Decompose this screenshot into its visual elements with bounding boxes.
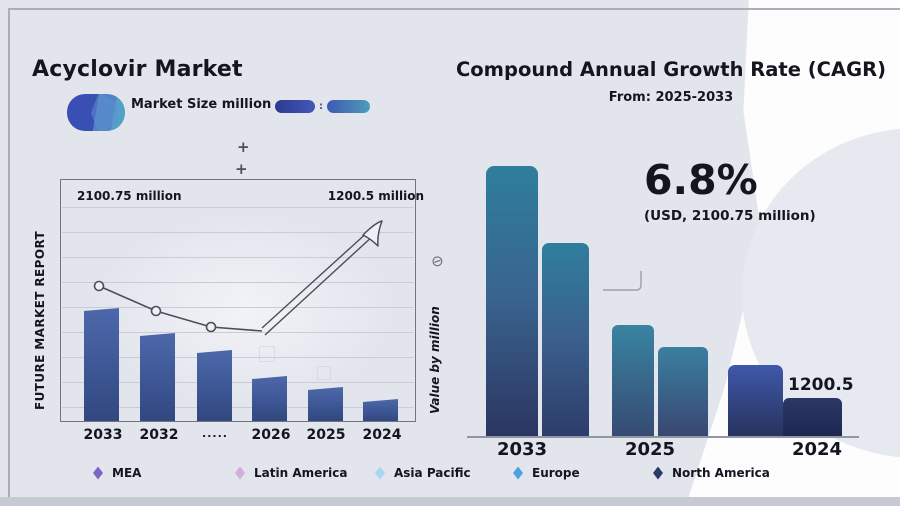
cagr-bar-2033-a <box>486 166 538 437</box>
diamond-marker-icon <box>375 466 385 480</box>
x-label-2026: 2026 <box>251 427 291 443</box>
cagr-caption: (USD, 2100.75 million) <box>644 208 816 224</box>
bar-2026 <box>252 376 287 421</box>
market-size-chart: 2100.75 million 1200.5 million <box>60 179 424 422</box>
x-label-2025: 2025 <box>306 427 346 443</box>
cagr-bar-2024-b <box>783 398 842 437</box>
cagr-bar-2024-a <box>728 365 783 437</box>
y-axis-label: Value by million <box>428 306 442 414</box>
bar-2033 <box>84 308 119 421</box>
cagr-title: Compound Annual Growth Rate (CAGR) <box>455 58 887 81</box>
watermark-vertical-label: FUTURE MARKET REPORT <box>33 230 47 410</box>
bar-2032 <box>140 333 175 421</box>
annotation-right-value: 1200.5 million <box>327 189 424 203</box>
diamond-marker-icon <box>93 466 103 480</box>
page-title: Acyclovir Market <box>32 57 243 82</box>
cagr-subtitle: From: 2025-2033 <box>608 90 734 105</box>
plus-mark-icon: + <box>235 160 248 178</box>
cagr-bar-2025-a <box>612 325 654 437</box>
legend-item-north-america: North America <box>653 466 770 480</box>
bar-2025 <box>308 387 343 421</box>
legend-label: MEA <box>112 466 142 480</box>
ghost-square-icon <box>259 346 275 362</box>
cagr-x-label-2025: 2025 <box>624 439 676 460</box>
bar-intermediate <box>197 350 232 421</box>
plus-mark-icon: + <box>237 138 250 156</box>
x-label-2024: 2024 <box>362 427 402 443</box>
legend-label: Europe <box>532 466 580 480</box>
ratio-pills: : <box>275 100 370 113</box>
ghost-square-icon <box>317 366 331 380</box>
cagr-x-label-2033: 2033 <box>496 439 548 460</box>
x-label-ellipsis: ..... <box>202 427 228 440</box>
bottom-edge-strip <box>0 497 900 506</box>
value-annotation-1200-5: 1200.5 <box>788 375 854 395</box>
legend-item-mea: MEA <box>93 466 141 480</box>
pill-separator: : <box>319 101 323 112</box>
pill-teal-icon <box>327 100 370 113</box>
legend-label: North America <box>672 466 770 480</box>
legend-item-europe: Europe <box>513 466 580 480</box>
legend-label: Asia Pacific <box>394 466 471 480</box>
cylinder-icon <box>67 94 125 131</box>
cagr-bar-2025-b <box>658 347 708 437</box>
gridlines <box>62 207 414 410</box>
series-label: Market Size million <box>131 97 272 112</box>
trend-line-and-arrow <box>93 220 383 336</box>
legend-label: Latin America <box>254 466 348 480</box>
diamond-marker-icon <box>235 466 245 480</box>
cagr-stat-block: 6.8% (USD, 2100.75 million) <box>644 156 816 225</box>
legend-item-asia-pacific: Asia Pacific <box>375 466 471 480</box>
x-axis-line <box>467 436 859 438</box>
corner-line-decoration <box>603 271 642 291</box>
x-label-2032: 2032 <box>139 427 179 443</box>
x-label-2033: 2033 <box>83 427 123 443</box>
bar-2024 <box>363 399 398 421</box>
annotation-left-value: 2100.75 million <box>77 189 182 203</box>
cagr-bar-2033-b <box>542 243 589 437</box>
cagr-value: 6.8% <box>644 156 758 204</box>
diamond-marker-icon <box>653 466 663 480</box>
circled-minus-icon: ⊖ <box>428 250 447 272</box>
cagr-x-label-2024: 2024 <box>791 439 843 460</box>
diamond-marker-icon <box>513 466 523 480</box>
legend-item-latin-america: Latin America <box>235 466 348 480</box>
pill-navy-icon <box>275 100 315 113</box>
